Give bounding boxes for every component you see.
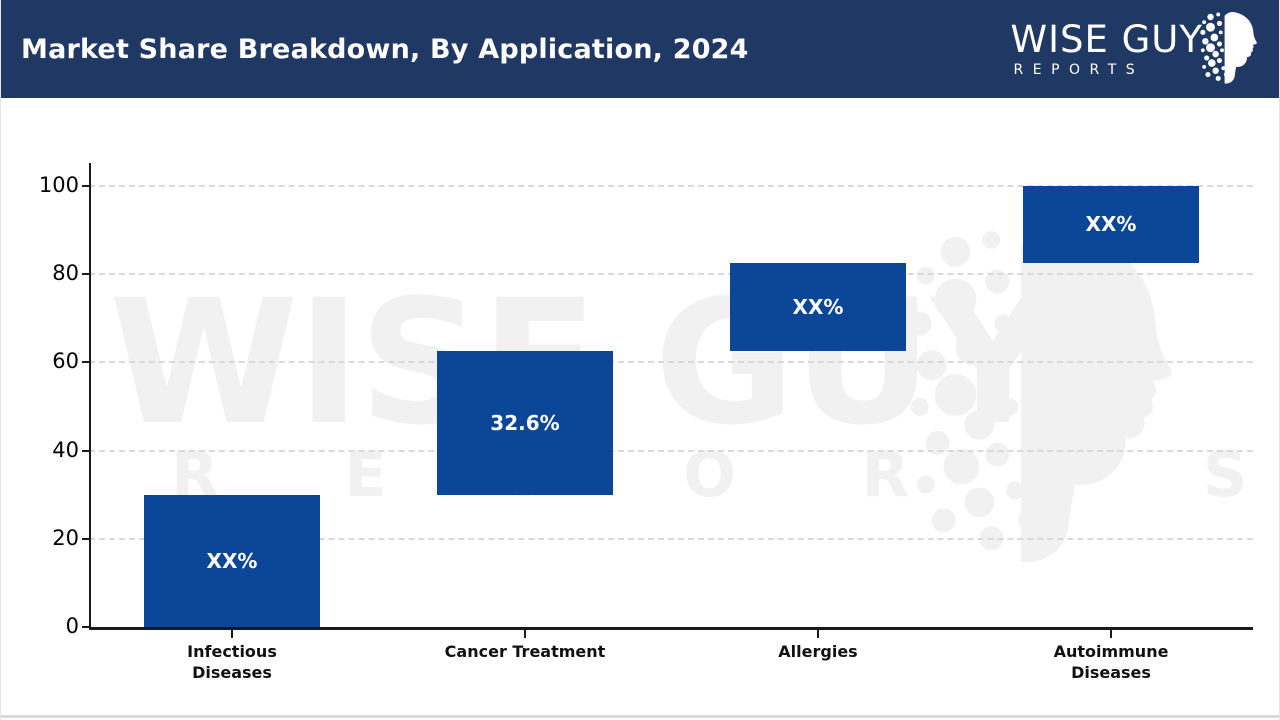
gridline bbox=[89, 537, 1253, 540]
y-tick-label: 60 bbox=[52, 349, 79, 374]
gridline bbox=[89, 185, 1253, 187]
bar-value-label: 32.6% bbox=[490, 410, 560, 435]
y-tick-label: 20 bbox=[52, 525, 79, 550]
y-tick-label: 100 bbox=[38, 173, 79, 197]
y-axis bbox=[89, 163, 91, 629]
bar-value-label: XX% bbox=[206, 548, 258, 573]
page-title: Market Share Breakdown, By Application, … bbox=[21, 33, 749, 65]
bar: 32.6% bbox=[437, 350, 613, 495]
y-tick-mark bbox=[82, 273, 90, 276]
x-category-label: Allergies bbox=[778, 642, 858, 661]
y-tick-label: 0 bbox=[65, 614, 79, 638]
watermark-head-icon bbox=[907, 227, 1172, 563]
brand-logo: WISE GUY REPORTS bbox=[1011, 10, 1263, 88]
gridline bbox=[89, 361, 1253, 364]
x-tick-mark bbox=[524, 630, 526, 638]
gridline bbox=[89, 273, 1253, 276]
y-tick-mark bbox=[82, 626, 90, 628]
chart-area: 0 20 40 60 80 100 XX% Infectious Diseases 32.6% Ca… bbox=[1, 98, 1279, 720]
y-tick-mark bbox=[82, 361, 90, 364]
logo-wordmark: WISE GUY bbox=[1010, 18, 1203, 61]
x-tick-mark bbox=[231, 630, 233, 638]
bottom-divider bbox=[1, 715, 1279, 718]
y-tick-mark bbox=[82, 185, 90, 187]
bar: XX% bbox=[730, 262, 906, 351]
bar: XX% bbox=[144, 494, 320, 627]
header: Market Share Breakdown, By Application, … bbox=[1, 0, 1279, 98]
x-category-label: Autoimmune Diseases bbox=[1053, 642, 1169, 682]
x-axis bbox=[89, 627, 1253, 630]
x-category-label: Infectious Diseases bbox=[187, 642, 277, 682]
logo-text: WISE GUY REPORTS bbox=[1011, 21, 1203, 77]
head-profile-icon bbox=[1200, 11, 1257, 84]
y-tick-label: 40 bbox=[52, 437, 79, 462]
x-tick-mark bbox=[817, 630, 819, 638]
logo-subtext: REPORTS bbox=[1013, 62, 1145, 78]
y-tick-mark bbox=[82, 449, 90, 452]
x-tick-mark bbox=[1110, 630, 1112, 638]
y-tick-label: 80 bbox=[52, 261, 79, 286]
bar-value-label: XX% bbox=[792, 294, 844, 319]
y-tick-mark bbox=[82, 537, 90, 540]
gridline bbox=[89, 449, 1253, 452]
bar: XX% bbox=[1023, 186, 1199, 263]
x-category-label: Cancer Treatment bbox=[444, 642, 606, 661]
bar-value-label: XX% bbox=[1085, 212, 1137, 237]
